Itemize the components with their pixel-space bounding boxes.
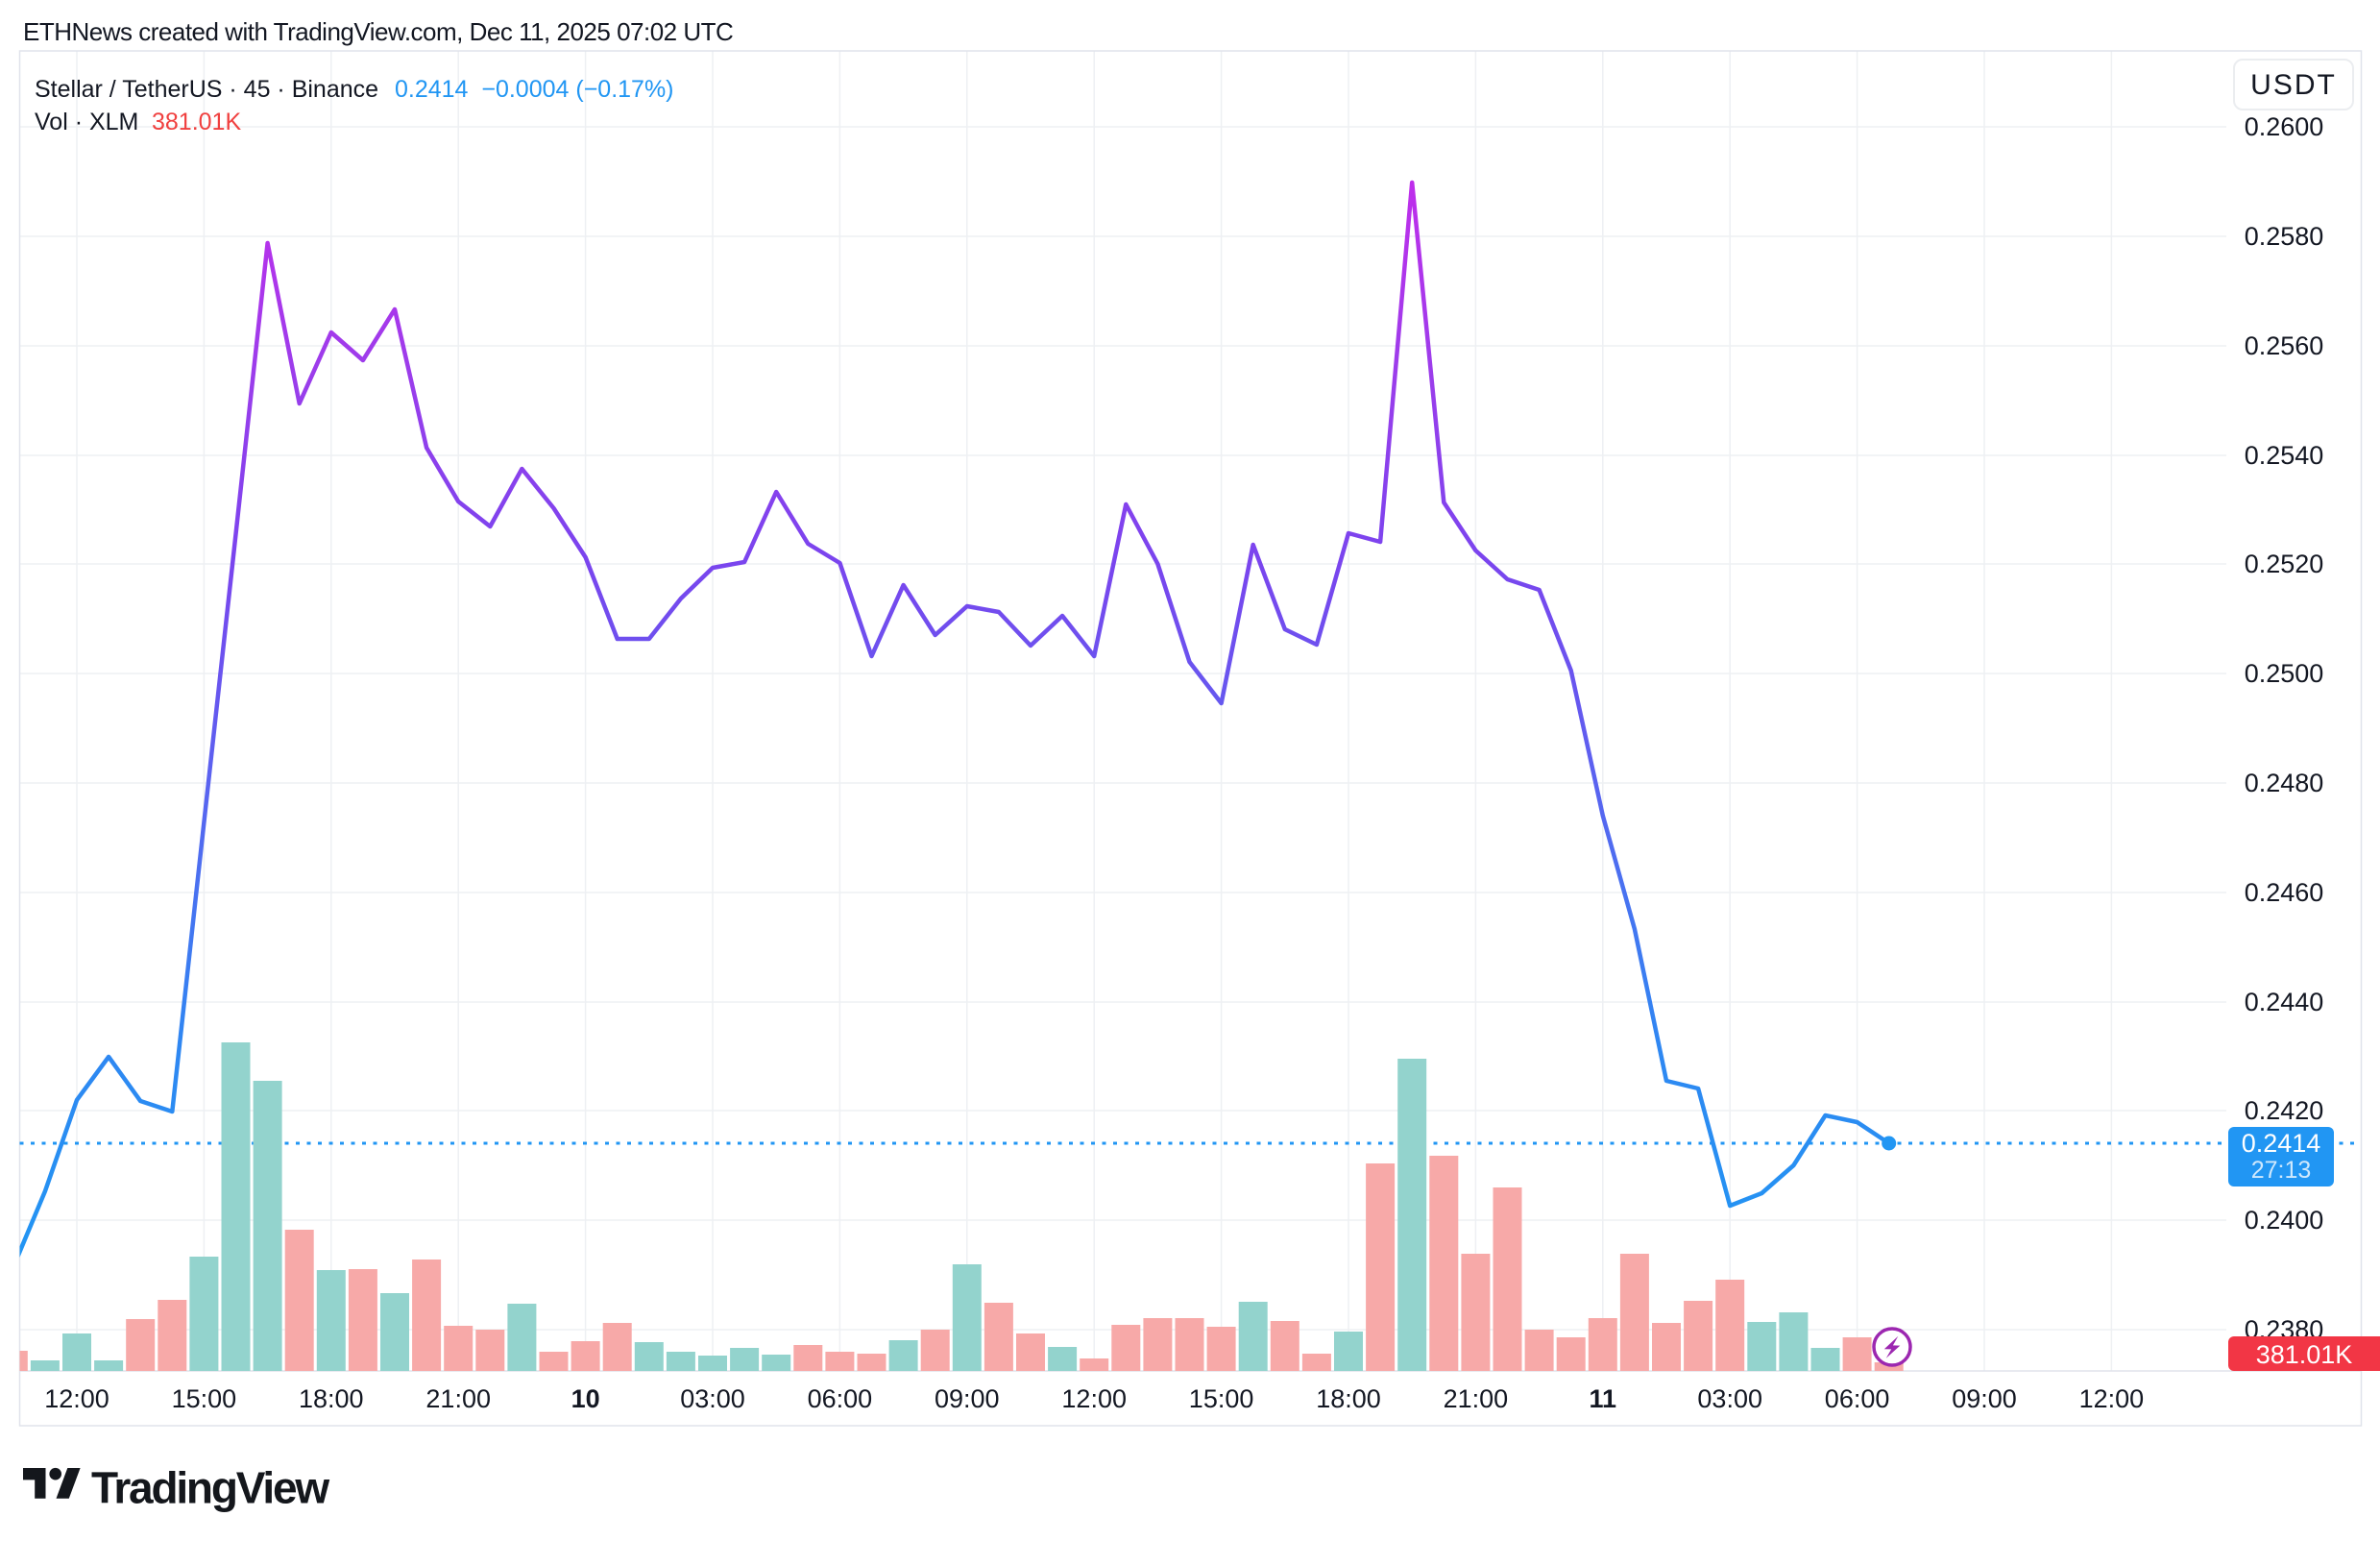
- svg-text:03:00: 03:00: [1697, 1384, 1762, 1413]
- svg-text:09:00: 09:00: [935, 1384, 1000, 1413]
- svg-text:Stellar / TetherUS · 45 · Bina: Stellar / TetherUS · 45 · Binance: [35, 76, 378, 103]
- svg-text:USDT: USDT: [2250, 69, 2337, 101]
- svg-text:0.2400: 0.2400: [2245, 1206, 2324, 1235]
- svg-text:15:00: 15:00: [1189, 1384, 1254, 1413]
- svg-text:381.01K: 381.01K: [152, 109, 241, 135]
- svg-text:11: 11: [1590, 1384, 1617, 1413]
- svg-text:06:00: 06:00: [1825, 1384, 1890, 1413]
- svg-text:21:00: 21:00: [1444, 1384, 1509, 1413]
- svg-text:0.2520: 0.2520: [2245, 550, 2324, 578]
- svg-text:0.2580: 0.2580: [2245, 222, 2324, 251]
- svg-text:0.2440: 0.2440: [2245, 988, 2324, 1016]
- svg-text:0.2600: 0.2600: [2245, 112, 2324, 141]
- svg-text:0.2540: 0.2540: [2245, 441, 2324, 470]
- svg-text:03:00: 03:00: [680, 1384, 745, 1413]
- svg-text:18:00: 18:00: [1316, 1384, 1381, 1413]
- svg-text:TradingView: TradingView: [91, 1463, 329, 1513]
- svg-text:ETHNews created with TradingVi: ETHNews created with TradingView.com, De…: [23, 17, 733, 46]
- svg-text:12:00: 12:00: [2079, 1384, 2145, 1413]
- svg-text:12:00: 12:00: [1061, 1384, 1127, 1413]
- svg-text:12:00: 12:00: [44, 1384, 109, 1413]
- svg-text:0.2414: 0.2414: [2242, 1129, 2321, 1158]
- svg-text:Vol · XLM: Vol · XLM: [35, 109, 138, 135]
- svg-text:18:00: 18:00: [299, 1384, 364, 1413]
- svg-text:0.2460: 0.2460: [2245, 878, 2324, 907]
- svg-text:0.2480: 0.2480: [2245, 769, 2324, 797]
- svg-text:381.01K: 381.01K: [2256, 1340, 2353, 1369]
- svg-text:0.2560: 0.2560: [2245, 331, 2324, 360]
- svg-text:0.2420: 0.2420: [2245, 1096, 2324, 1125]
- svg-text:06:00: 06:00: [808, 1384, 873, 1413]
- svg-text:09:00: 09:00: [1952, 1384, 2017, 1413]
- svg-text:15:00: 15:00: [172, 1384, 237, 1413]
- svg-text:0.2500: 0.2500: [2245, 659, 2324, 688]
- svg-text:27:13: 27:13: [2251, 1157, 2312, 1184]
- svg-text:21:00: 21:00: [425, 1384, 491, 1413]
- svg-text:10: 10: [571, 1384, 600, 1413]
- svg-text:0.2414 −0.0004 (−0.17%): 0.2414 −0.0004 (−0.17%): [395, 76, 674, 103]
